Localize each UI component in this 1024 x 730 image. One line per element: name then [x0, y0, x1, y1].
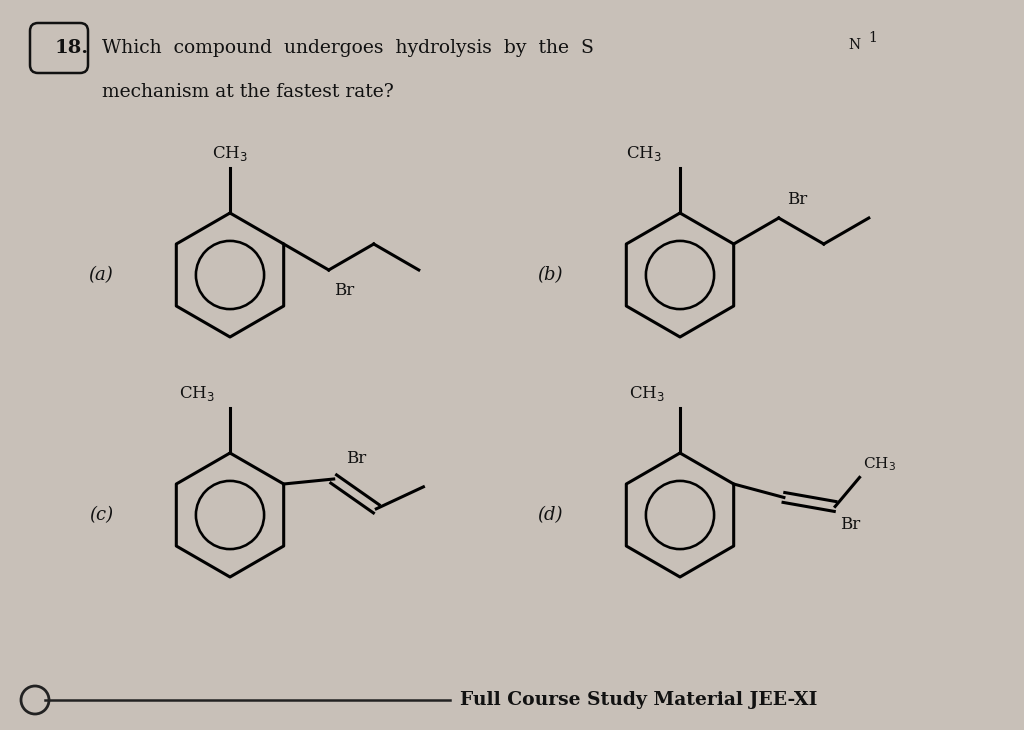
Text: Which  compound  undergoes  hydrolysis  by  the  S: Which compound undergoes hydrolysis by t…: [102, 39, 594, 57]
Text: Br: Br: [786, 191, 807, 208]
Text: 1: 1: [868, 31, 877, 45]
Text: Br: Br: [346, 450, 366, 467]
Text: Br: Br: [334, 282, 354, 299]
Text: CH$_3$: CH$_3$: [862, 456, 896, 473]
Text: Br: Br: [840, 517, 860, 534]
Text: (c): (c): [89, 506, 113, 524]
Text: 18.: 18.: [55, 39, 89, 57]
Text: (b): (b): [538, 266, 563, 284]
Text: CH$_3$: CH$_3$: [179, 384, 215, 403]
Text: CH$_3$: CH$_3$: [629, 384, 665, 403]
Text: CH$_3$: CH$_3$: [212, 144, 248, 163]
Text: CH$_3$: CH$_3$: [626, 144, 662, 163]
Text: (a): (a): [88, 266, 113, 284]
Text: (d): (d): [538, 506, 563, 524]
Text: Full Course Study Material JEE-XI: Full Course Study Material JEE-XI: [460, 691, 817, 709]
Text: N: N: [848, 38, 860, 52]
Text: mechanism at the fastest rate?: mechanism at the fastest rate?: [102, 83, 394, 101]
